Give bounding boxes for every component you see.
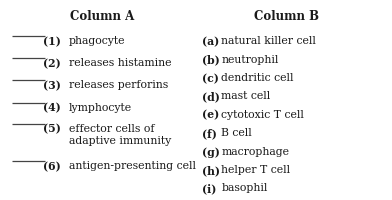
- Text: phagocyte: phagocyte: [69, 36, 125, 46]
- Text: (c): (c): [202, 73, 219, 84]
- Text: helper T cell: helper T cell: [221, 164, 290, 174]
- Text: antigen-presenting cell: antigen-presenting cell: [69, 160, 196, 170]
- Text: releases perforins: releases perforins: [69, 80, 168, 90]
- Text: releases histamine: releases histamine: [69, 58, 171, 68]
- Text: dendritic cell: dendritic cell: [221, 73, 294, 83]
- Text: macrophage: macrophage: [221, 146, 289, 156]
- Text: (e): (e): [202, 109, 219, 120]
- Text: (d): (d): [202, 91, 220, 102]
- Text: lymphocyte: lymphocyte: [69, 102, 132, 112]
- Text: (f): (f): [202, 128, 217, 138]
- Text: mast cell: mast cell: [221, 91, 271, 101]
- Text: Column B: Column B: [254, 10, 319, 23]
- Text: Column A: Column A: [70, 10, 134, 23]
- Text: (b): (b): [202, 54, 220, 65]
- Text: (3): (3): [43, 80, 61, 91]
- Text: (5): (5): [43, 123, 61, 134]
- Text: (g): (g): [202, 146, 220, 157]
- Text: (4): (4): [43, 102, 61, 113]
- Text: (h): (h): [202, 164, 220, 175]
- Text: (i): (i): [202, 182, 216, 193]
- Text: (1): (1): [43, 36, 61, 47]
- Text: cytotoxic T cell: cytotoxic T cell: [221, 109, 304, 119]
- Text: basophil: basophil: [221, 182, 268, 192]
- Text: neutrophil: neutrophil: [221, 54, 279, 64]
- Text: B cell: B cell: [221, 128, 252, 137]
- Text: (a): (a): [202, 36, 219, 47]
- Text: (2): (2): [43, 58, 61, 69]
- Text: (6): (6): [43, 160, 61, 171]
- Text: effector cells of
adaptive immunity: effector cells of adaptive immunity: [69, 123, 171, 146]
- Text: natural killer cell: natural killer cell: [221, 36, 316, 46]
